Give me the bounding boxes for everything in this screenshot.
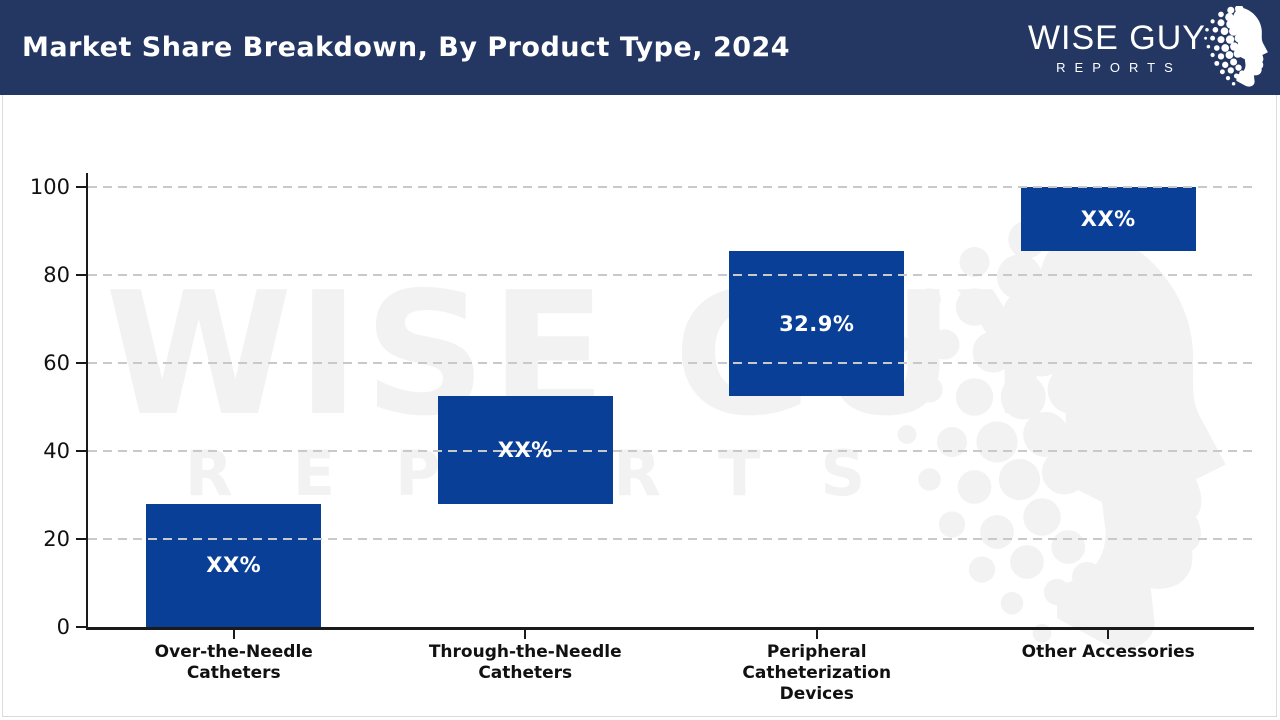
logo-wordmark: WISE GUY	[1027, 18, 1206, 57]
y-tick-label: 100	[29, 174, 70, 199]
y-tick-label: 0	[56, 615, 70, 639]
gridline	[88, 449, 1252, 452]
category-label-line: Devices	[779, 684, 854, 704]
wiseguy-logo-text: WISE GUY REPORTS	[1028, 21, 1206, 75]
header-bar: Market Share Breakdown, By Product Type,…	[0, 0, 1280, 95]
category-label: Peripheral Catheterization Devices	[687, 642, 947, 705]
category-label-line: Over-the-Needle	[154, 642, 313, 662]
y-tick-mark	[76, 185, 86, 188]
category-label-line: Peripheral	[766, 642, 867, 662]
y-tick-label: 40	[43, 438, 70, 463]
bar	[1020, 186, 1196, 252]
y-tick-mark	[76, 449, 86, 452]
category-label-line: Catheterization	[742, 663, 892, 683]
gridline	[88, 361, 1252, 364]
y-axis-line	[86, 173, 88, 630]
category-label-line: Other Accessories	[1021, 642, 1195, 662]
category-label-line: Catheters	[478, 663, 573, 683]
y-tick-mark	[76, 626, 86, 628]
watermark-head-icon	[884, 217, 1226, 649]
x-tick-mark	[232, 630, 235, 639]
category-label: Through-the-Needle Catheters	[395, 642, 655, 684]
gridline	[88, 185, 1252, 188]
gridline	[88, 273, 1252, 276]
wiseguy-head-icon	[1204, 5, 1268, 87]
logo-subtitle: REPORTS	[1056, 59, 1182, 75]
chart-area: WISE GUY REPORTS 020406080100XX%XX%32.9%…	[0, 95, 1280, 720]
y-tick-mark	[76, 537, 86, 540]
y-tick-label: 20	[43, 526, 70, 551]
x-tick-mark	[524, 630, 527, 639]
y-tick-mark	[76, 273, 86, 276]
y-tick-label: 80	[43, 262, 70, 287]
category-label: Other Accessories	[978, 642, 1238, 663]
category-label-line: Catheters	[186, 663, 281, 683]
wiseguy-logo: WISE GUY REPORTS	[1028, 5, 1280, 90]
x-tick-mark	[815, 630, 818, 639]
y-tick-label: 60	[43, 350, 70, 375]
category-label-line: Through-the-Needle	[428, 642, 622, 662]
page-title: Market Share Breakdown, By Product Type,…	[22, 32, 791, 63]
y-tick-mark	[76, 361, 86, 364]
x-tick-mark	[1107, 630, 1110, 639]
gridline	[88, 537, 1252, 540]
category-label: Over-the-Needle Catheters	[104, 642, 364, 684]
bar	[146, 503, 322, 627]
x-axis-line	[86, 627, 1254, 630]
